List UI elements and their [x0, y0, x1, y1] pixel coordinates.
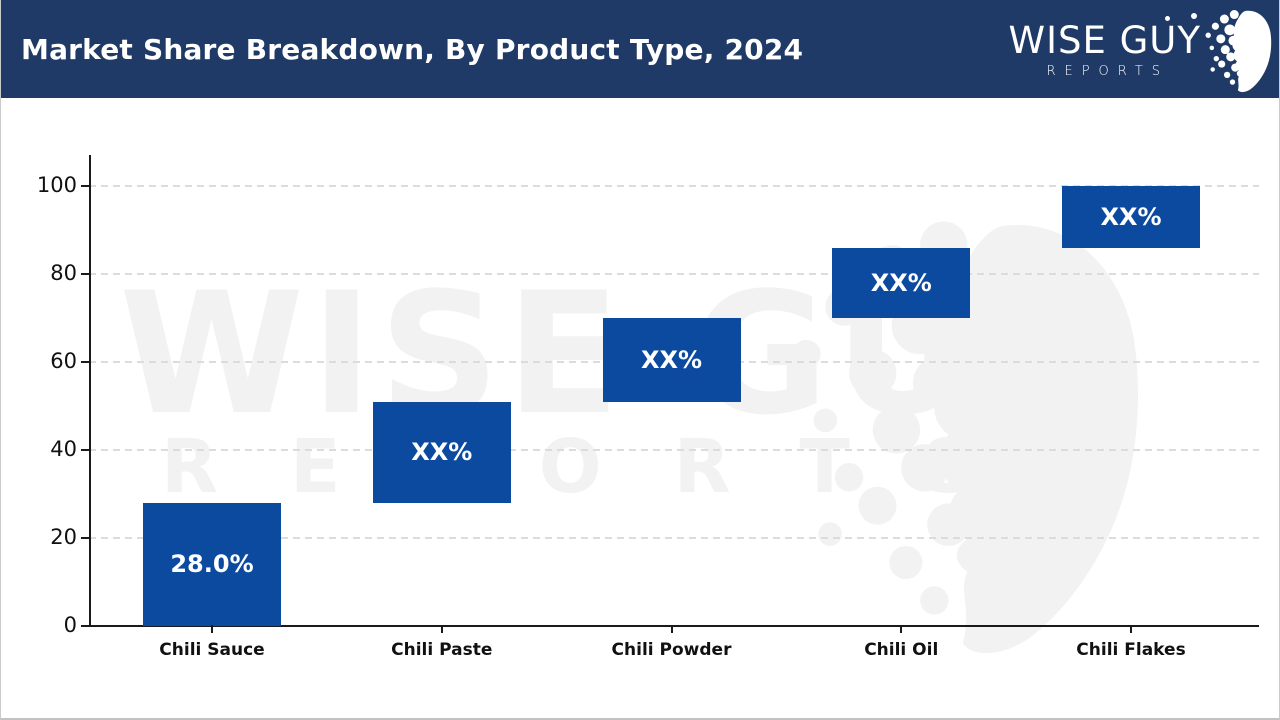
- y-tick-label: 60: [50, 349, 77, 373]
- x-category-label: Chili Flakes: [1076, 640, 1186, 660]
- y-tick-mark: [81, 185, 89, 187]
- y-tick-label: 100: [36, 173, 77, 197]
- gridline-40: [89, 449, 1259, 451]
- brand-logo: WISE GUY REPORTS: [1009, 4, 1273, 96]
- gridline-100: [89, 185, 1259, 187]
- x-category-label: Chili Sauce: [159, 640, 265, 660]
- y-tick-label: 20: [50, 525, 77, 549]
- x-tick-mark: [211, 625, 213, 633]
- x-axis-line: [89, 625, 1259, 627]
- gridline-80: [89, 273, 1259, 275]
- x-category-label: Chili Oil: [864, 640, 939, 660]
- y-tick-mark: [81, 361, 89, 363]
- bar-value-label: XX%: [640, 345, 703, 374]
- header-bar: Market Share Breakdown, By Product Type,…: [1, 0, 1279, 98]
- logo-dot: [1165, 16, 1170, 21]
- bar-chili-flakes: XX%: [1062, 186, 1200, 248]
- y-tick-label: 40: [50, 437, 77, 461]
- y-tick-label: 0: [63, 613, 77, 637]
- gridline-20: [89, 537, 1259, 539]
- x-tick-mark: [440, 625, 443, 633]
- waterfall-chart: 0 20 40 60 80 100 28.0% Chili Sauce XX% Chili Pas…: [1, 98, 1279, 718]
- x-category-label: Chili Paste: [391, 640, 493, 660]
- bar-chili-powder: XX%: [602, 318, 741, 402]
- bar-chili-sauce: 28.0%: [143, 502, 281, 626]
- brand-logo-text: WISE GUY REPORTS: [1009, 22, 1201, 79]
- y-tick-mark: [81, 537, 89, 539]
- bar-chili-paste: XX%: [372, 401, 511, 503]
- bar-value-label: 28.0%: [170, 550, 254, 579]
- brand-subtitle: REPORTS: [1046, 64, 1170, 79]
- brand-wordmark: WISE GUY: [1008, 19, 1201, 62]
- y-tick-mark: [81, 273, 89, 275]
- x-tick-mark: [900, 625, 903, 633]
- logo-dot: [1191, 13, 1197, 19]
- x-tick-mark: [670, 625, 673, 633]
- brand-head-icon: [1205, 10, 1272, 93]
- y-tick-mark: [81, 625, 89, 627]
- bar-value-label: XX%: [1100, 202, 1162, 231]
- x-category-label: Chili Powder: [611, 640, 732, 660]
- y-tick-mark: [81, 449, 89, 451]
- y-tick-label: 80: [50, 261, 77, 285]
- bar-value-label: XX%: [411, 438, 473, 467]
- page-title: Market Share Breakdown, By Product Type,…: [21, 32, 804, 66]
- bar-chili-oil: XX%: [832, 247, 971, 318]
- y-axis-line: [89, 155, 91, 626]
- bar-value-label: XX%: [870, 268, 932, 297]
- x-tick-mark: [1130, 625, 1132, 633]
